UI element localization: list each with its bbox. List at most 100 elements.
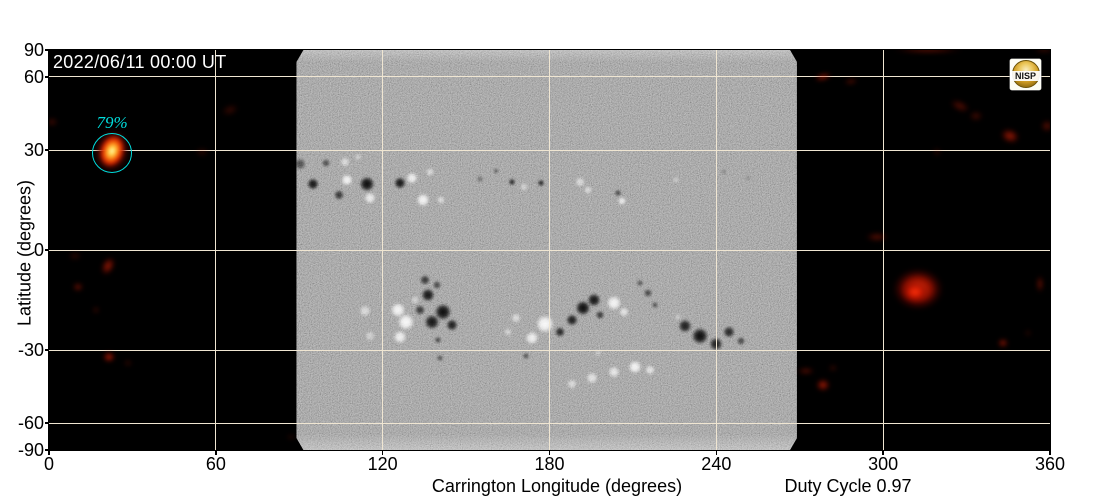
farside-activity-blob — [900, 281, 929, 304]
magnetic-region — [333, 188, 345, 201]
y-tick-mark — [45, 49, 49, 51]
y-tick-label: 0 — [33, 240, 44, 260]
x-tick-mark — [215, 450, 217, 455]
farside-activity-blob — [828, 364, 839, 373]
farside-activity-blob — [996, 337, 1009, 348]
magnetic-region — [424, 166, 435, 177]
x-tick-mark — [715, 450, 718, 455]
magnetic-region — [433, 335, 442, 344]
magnetic-region — [414, 191, 431, 208]
grid-line-horizontal — [49, 249, 1050, 251]
y-tick-label: 60 — [23, 66, 44, 87]
y-tick-mark — [45, 149, 49, 151]
magnetic-region — [523, 329, 540, 346]
x-axis-title: Carrington Longitude (degrees) — [431, 476, 683, 496]
nisp-logo-text: NISP — [1010, 71, 1041, 81]
magnetic-region — [392, 175, 407, 190]
duty-cycle-label: Duty Cycle 0.97 — [784, 476, 912, 496]
magnetic-region — [353, 153, 362, 162]
magnetic-region — [607, 365, 621, 380]
farside-activity-blob — [996, 124, 1024, 148]
farside-activity-blob — [931, 147, 942, 158]
y-tick-label: -60 — [17, 413, 44, 434]
farside-activity-blob — [1032, 50, 1050, 54]
y-tick-mark — [45, 449, 49, 451]
x-tick-label: 0 — [43, 454, 55, 474]
magnetic-region — [340, 172, 355, 187]
grid-line-horizontal — [49, 349, 1050, 351]
magnetic-region — [431, 280, 442, 291]
magnetic-region — [595, 310, 606, 321]
magnetic-region — [305, 176, 320, 191]
farside-activity-blob — [71, 282, 84, 293]
plot-area: 2022/06/11 00:00 UT 79% NISP — [49, 50, 1050, 450]
magnetic-region — [566, 378, 579, 391]
farside-activity-blob — [1040, 119, 1050, 134]
magnetic-region — [435, 354, 444, 363]
timestamp-label: 2022/06/11 00:00 UT — [53, 52, 227, 72]
magnetic-region — [507, 177, 516, 186]
magnetic-region — [689, 326, 710, 347]
magnetic-region — [502, 326, 513, 337]
magnetic-region — [582, 184, 593, 195]
y-tick-label: 90 — [23, 40, 44, 60]
y-tick-mark — [45, 76, 49, 78]
y-tick-mark — [45, 422, 49, 424]
magnetic-region — [585, 371, 600, 386]
x-tick-label: 300 — [868, 454, 899, 474]
x-tick-mark — [1049, 450, 1051, 455]
magnetic-region — [565, 313, 580, 328]
x-tick-mark — [882, 450, 884, 455]
x-tick-label: 240 — [701, 454, 732, 474]
magnetic-region — [573, 175, 586, 188]
magnetic-region — [338, 156, 351, 168]
frontside-active-regions-layer — [296, 50, 796, 450]
y-tick-mark — [45, 349, 49, 351]
x-tick-label: 180 — [534, 454, 565, 474]
x-tick-mark — [548, 450, 551, 455]
magnetic-region — [422, 312, 441, 331]
farside-activity-blob — [67, 250, 84, 261]
farside-activity-blob — [795, 366, 816, 375]
farside-activity-blob — [967, 109, 984, 122]
magnetic-region — [593, 349, 602, 357]
magnetic-region — [391, 329, 408, 346]
farside-activity-blob — [285, 433, 296, 440]
y-tick-label: -90 — [17, 440, 44, 460]
magnetic-region — [296, 156, 308, 171]
grid-line-horizontal — [49, 76, 1050, 78]
magnetic-region — [721, 324, 736, 339]
grid-line-horizontal — [49, 422, 1050, 424]
nisp-logo: NISP — [1010, 59, 1041, 90]
magnetic-region — [444, 317, 459, 332]
activity-probability-label: 79% — [96, 113, 128, 133]
x-tick-mark — [48, 450, 50, 455]
magnetic-region — [536, 178, 545, 187]
magnetic-region — [613, 188, 622, 197]
x-tick-label: 120 — [367, 454, 398, 474]
farside-activity-layer — [49, 50, 1050, 450]
magnetic-region — [745, 175, 752, 181]
magnetic-region — [534, 312, 557, 335]
magnetic-region — [362, 190, 377, 205]
x-tick-mark — [381, 450, 384, 455]
activity-probability-circle — [92, 133, 133, 174]
farside-activity-blob — [842, 77, 860, 87]
magnetic-region — [720, 168, 727, 175]
magnetic-region — [418, 273, 431, 286]
magnetic-region — [626, 358, 643, 375]
magnetic-region — [358, 174, 377, 193]
farside-activity-blob — [91, 306, 100, 315]
magnetic-region — [635, 279, 644, 287]
magnetic-region — [618, 306, 631, 319]
magnetic-region — [642, 287, 653, 298]
magnetic-region — [672, 175, 680, 184]
farside-activity-blob — [102, 350, 117, 363]
magnetic-region — [617, 195, 628, 206]
farside-activity-blob — [193, 147, 210, 158]
farside-activity-blob — [814, 378, 831, 393]
magnetic-region — [396, 311, 417, 332]
y-tick-label: -30 — [17, 340, 44, 360]
farside-activity-blob — [1035, 274, 1044, 295]
magnetic-region — [673, 313, 682, 322]
